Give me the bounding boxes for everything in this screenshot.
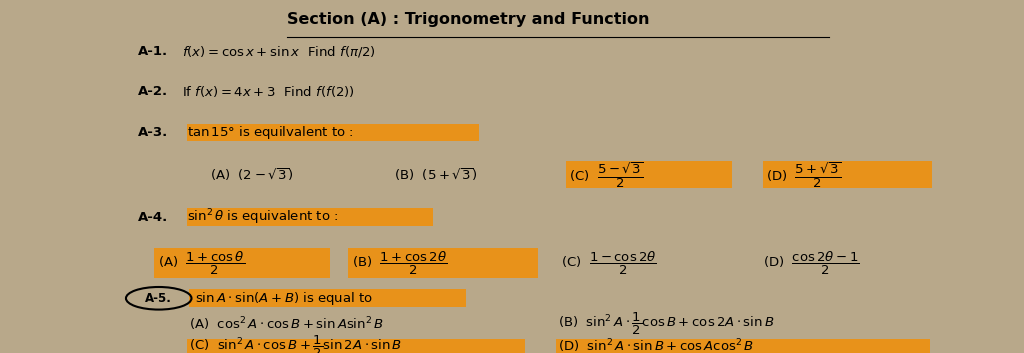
Text: If $f(x) = 4x + 3$  Find $f(f(2))$: If $f(x) = 4x + 3$ Find $f(f(2))$: [182, 84, 355, 99]
FancyBboxPatch shape: [189, 289, 466, 307]
FancyBboxPatch shape: [187, 208, 433, 226]
FancyBboxPatch shape: [187, 124, 479, 141]
Text: $f(x) = \cos x + \sin x$  Find $f(\pi/2)$: $f(x) = \cos x + \sin x$ Find $f(\pi/2)$: [182, 44, 376, 59]
Text: A-5.: A-5.: [145, 292, 172, 305]
Text: (B)  $\dfrac{1+\cos 2\theta}{2}$: (B) $\dfrac{1+\cos 2\theta}{2}$: [352, 250, 447, 276]
Text: (C)  $\dfrac{1-\cos 2\theta}{2}$: (C) $\dfrac{1-\cos 2\theta}{2}$: [561, 250, 656, 276]
Text: (A)  $(2-\sqrt{3})$: (A) $(2-\sqrt{3})$: [210, 166, 294, 183]
Text: Section (A) : Trigonometry and Function: Section (A) : Trigonometry and Function: [287, 12, 649, 27]
Text: (D)  $\dfrac{5+\sqrt{3}}{2}$: (D) $\dfrac{5+\sqrt{3}}{2}$: [766, 160, 842, 190]
Text: (B)  $(5+\sqrt{3})$: (B) $(5+\sqrt{3})$: [394, 166, 478, 183]
Text: (D)  $\sin^2 A \cdot \sin B + \cos A \cos^2 B$: (D) $\sin^2 A \cdot \sin B + \cos A \cos…: [558, 338, 754, 353]
Text: (A)  $\dfrac{1+\cos\theta}{2}$: (A) $\dfrac{1+\cos\theta}{2}$: [158, 250, 245, 276]
FancyBboxPatch shape: [566, 161, 732, 188]
Text: $\tan 15°$ is equilvalent to :: $\tan 15°$ is equilvalent to :: [187, 124, 354, 141]
Text: $\sin^2\theta$ is equivalent to :: $\sin^2\theta$ is equivalent to :: [187, 207, 339, 227]
Text: (A)  $\cos^2 A \cdot \cos B + \sin A \sin^2 B$: (A) $\cos^2 A \cdot \cos B + \sin A \sin…: [189, 315, 384, 333]
Text: A-1.: A-1.: [138, 45, 168, 58]
Text: (C)  $\dfrac{5-\sqrt{3}}{2}$: (C) $\dfrac{5-\sqrt{3}}{2}$: [569, 160, 644, 190]
Text: A-4.: A-4.: [138, 211, 169, 223]
Text: (C)  $\sin^2 A \cdot \cos B + \dfrac{1}{2}\sin 2A \cdot \sin B$: (C) $\sin^2 A \cdot \cos B + \dfrac{1}{2…: [189, 334, 402, 353]
FancyBboxPatch shape: [763, 161, 932, 188]
FancyBboxPatch shape: [187, 339, 525, 353]
Text: A-3.: A-3.: [138, 126, 169, 139]
Text: (B)  $\sin^2 A \cdot \dfrac{1}{2}\cos B + \cos 2A \cdot \sin B$: (B) $\sin^2 A \cdot \dfrac{1}{2}\cos B +…: [558, 311, 774, 337]
Text: A-2.: A-2.: [138, 85, 168, 98]
FancyBboxPatch shape: [556, 339, 930, 353]
Text: $\sin A \cdot \sin(A+B)$ is equal to: $\sin A \cdot \sin(A+B)$ is equal to: [195, 290, 373, 307]
FancyBboxPatch shape: [348, 248, 538, 278]
FancyBboxPatch shape: [154, 248, 330, 278]
Text: (D)  $\dfrac{\cos 2\theta -1}{2}$: (D) $\dfrac{\cos 2\theta -1}{2}$: [763, 250, 859, 276]
